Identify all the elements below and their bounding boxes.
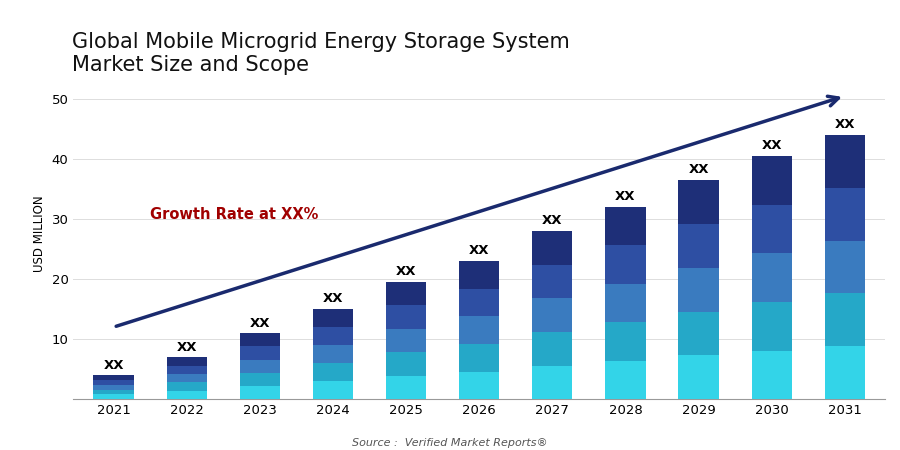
Text: XX: XX bbox=[469, 244, 490, 257]
Bar bbox=[313, 381, 353, 399]
Bar bbox=[166, 365, 207, 374]
Bar bbox=[166, 357, 207, 365]
Bar bbox=[386, 352, 426, 376]
Text: XX: XX bbox=[322, 292, 343, 306]
Text: XX: XX bbox=[761, 140, 782, 153]
Bar bbox=[824, 135, 865, 188]
Bar bbox=[824, 241, 865, 293]
Bar bbox=[752, 351, 792, 399]
Bar bbox=[532, 265, 572, 298]
Bar bbox=[752, 302, 792, 351]
Text: XX: XX bbox=[615, 190, 635, 203]
Bar bbox=[532, 332, 572, 365]
Bar bbox=[386, 376, 426, 399]
Text: XX: XX bbox=[249, 316, 270, 329]
Bar bbox=[239, 333, 280, 346]
Bar bbox=[459, 316, 500, 344]
Bar bbox=[459, 372, 500, 399]
Bar bbox=[752, 253, 792, 302]
Bar bbox=[94, 380, 133, 385]
Bar bbox=[239, 386, 280, 399]
Bar bbox=[679, 268, 718, 311]
Bar bbox=[679, 311, 718, 356]
Bar bbox=[824, 346, 865, 399]
Bar bbox=[679, 356, 718, 399]
Bar bbox=[386, 282, 426, 306]
Bar bbox=[679, 224, 718, 268]
Bar bbox=[752, 156, 792, 205]
Bar bbox=[532, 365, 572, 399]
Text: XX: XX bbox=[834, 118, 855, 131]
Bar bbox=[313, 327, 353, 345]
Bar bbox=[459, 289, 500, 316]
Bar bbox=[313, 345, 353, 363]
Bar bbox=[239, 373, 280, 386]
Text: XX: XX bbox=[542, 215, 562, 227]
Bar bbox=[459, 261, 500, 289]
Bar bbox=[606, 361, 645, 399]
Bar bbox=[94, 375, 133, 380]
Bar bbox=[239, 360, 280, 373]
Bar bbox=[824, 188, 865, 241]
Text: Global Mobile Microgrid Energy Storage System
Market Size and Scope: Global Mobile Microgrid Energy Storage S… bbox=[72, 32, 570, 75]
Text: XX: XX bbox=[104, 359, 124, 372]
Bar bbox=[606, 245, 645, 284]
Text: Source :  Verified Market Reports®: Source : Verified Market Reports® bbox=[352, 437, 548, 447]
Bar bbox=[824, 293, 865, 346]
Text: XX: XX bbox=[176, 341, 197, 354]
Bar bbox=[459, 344, 500, 372]
Bar bbox=[606, 322, 645, 361]
Bar bbox=[94, 385, 133, 390]
Bar bbox=[166, 374, 207, 382]
Bar bbox=[94, 394, 133, 399]
Bar bbox=[166, 391, 207, 399]
Text: Growth Rate at XX%: Growth Rate at XX% bbox=[150, 207, 319, 222]
Bar bbox=[532, 231, 572, 265]
Bar bbox=[752, 205, 792, 253]
Bar bbox=[313, 363, 353, 381]
Text: XX: XX bbox=[688, 163, 709, 176]
Y-axis label: USD MILLION: USD MILLION bbox=[33, 196, 46, 272]
Bar bbox=[239, 346, 280, 360]
Bar bbox=[606, 284, 645, 322]
Bar bbox=[94, 390, 133, 394]
Bar bbox=[679, 180, 718, 224]
Bar bbox=[313, 309, 353, 327]
Bar bbox=[606, 207, 645, 245]
Text: XX: XX bbox=[396, 266, 417, 279]
Bar bbox=[166, 382, 207, 391]
Bar bbox=[386, 306, 426, 329]
Bar bbox=[532, 298, 572, 332]
Bar bbox=[386, 329, 426, 352]
